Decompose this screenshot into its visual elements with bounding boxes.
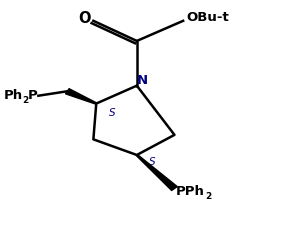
- Text: P: P: [28, 89, 38, 102]
- Text: 2: 2: [205, 192, 211, 201]
- Polygon shape: [65, 89, 97, 104]
- Text: Ph: Ph: [3, 89, 23, 102]
- Text: OBu-t: OBu-t: [186, 11, 229, 24]
- Text: N: N: [137, 74, 148, 87]
- Text: PPh: PPh: [176, 185, 205, 198]
- Text: S: S: [109, 108, 116, 117]
- Polygon shape: [136, 155, 177, 190]
- Text: S: S: [149, 157, 156, 167]
- Text: 2: 2: [22, 96, 29, 105]
- Text: O: O: [79, 11, 91, 26]
